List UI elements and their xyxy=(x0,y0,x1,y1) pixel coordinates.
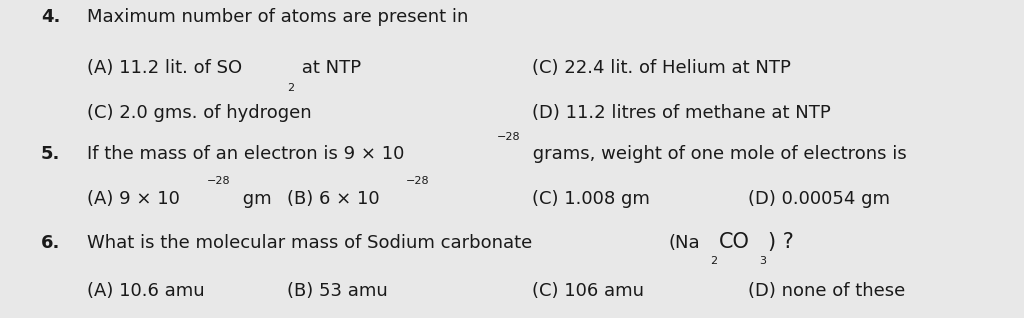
Text: What is the molecular mass of Sodium carbonate: What is the molecular mass of Sodium car… xyxy=(87,234,538,252)
Text: −28: −28 xyxy=(497,132,520,142)
Text: grams, weight of one mole of electrons is: grams, weight of one mole of electrons i… xyxy=(527,145,907,163)
Text: (A) 11.2 lit. of SO: (A) 11.2 lit. of SO xyxy=(87,59,242,77)
Text: If the mass of an electron is 9 × 10: If the mass of an electron is 9 × 10 xyxy=(87,145,404,163)
Text: 6.: 6. xyxy=(41,234,60,252)
Text: (D) none of these: (D) none of these xyxy=(748,282,905,300)
Text: (D) 11.2 litres of methane at NTP: (D) 11.2 litres of methane at NTP xyxy=(532,104,831,122)
Text: (A) 9 × 10: (A) 9 × 10 xyxy=(87,190,180,208)
Text: at NTP: at NTP xyxy=(296,59,361,77)
Text: 4.: 4. xyxy=(41,8,60,26)
Text: 2: 2 xyxy=(710,256,717,266)
Text: −28: −28 xyxy=(207,176,230,186)
Text: (B) 53 amu: (B) 53 amu xyxy=(287,282,387,300)
Text: ) ?: ) ? xyxy=(768,232,794,252)
Text: Maximum number of atoms are present in: Maximum number of atoms are present in xyxy=(87,8,468,26)
Text: −28: −28 xyxy=(407,176,430,186)
Text: (A) 10.6 amu: (A) 10.6 amu xyxy=(87,282,205,300)
Text: (C) 22.4 lit. of Helium at NTP: (C) 22.4 lit. of Helium at NTP xyxy=(532,59,792,77)
Text: (B) 6 × 10: (B) 6 × 10 xyxy=(287,190,379,208)
Text: CO: CO xyxy=(719,232,750,252)
Text: (C) 106 amu: (C) 106 amu xyxy=(532,282,644,300)
Text: 2: 2 xyxy=(287,83,294,93)
Text: (C) 1.008 gm: (C) 1.008 gm xyxy=(532,190,650,208)
Text: 5.: 5. xyxy=(41,145,60,163)
Text: (D) 0.00054 gm: (D) 0.00054 gm xyxy=(748,190,890,208)
Text: (Na: (Na xyxy=(669,234,700,252)
Text: (C) 2.0 gms. of hydrogen: (C) 2.0 gms. of hydrogen xyxy=(87,104,311,122)
Text: 3: 3 xyxy=(759,256,766,266)
Text: gm: gm xyxy=(238,190,272,208)
